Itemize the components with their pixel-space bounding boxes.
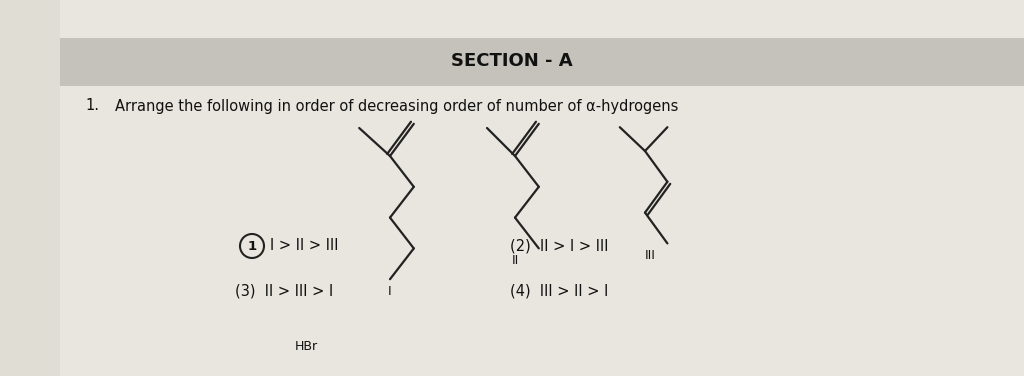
Text: III: III <box>645 249 656 262</box>
Text: I: I <box>388 285 392 298</box>
Text: 1.: 1. <box>85 99 99 114</box>
FancyBboxPatch shape <box>60 0 1024 376</box>
Text: Arrange the following in order of decreasing order of number of α-hydrogens: Arrange the following in order of decrea… <box>115 99 678 114</box>
Text: II: II <box>511 254 518 267</box>
Text: HBr: HBr <box>295 340 318 353</box>
Text: SECTION - A: SECTION - A <box>452 52 572 70</box>
Text: (4)  III > II > I: (4) III > II > I <box>510 284 608 299</box>
FancyBboxPatch shape <box>60 38 1024 86</box>
Text: (2)  II > I > III: (2) II > I > III <box>510 238 608 253</box>
Text: 1: 1 <box>248 240 257 253</box>
Text: (3)  II > III > I: (3) II > III > I <box>234 284 333 299</box>
Text: I > II > III: I > II > III <box>270 238 339 253</box>
